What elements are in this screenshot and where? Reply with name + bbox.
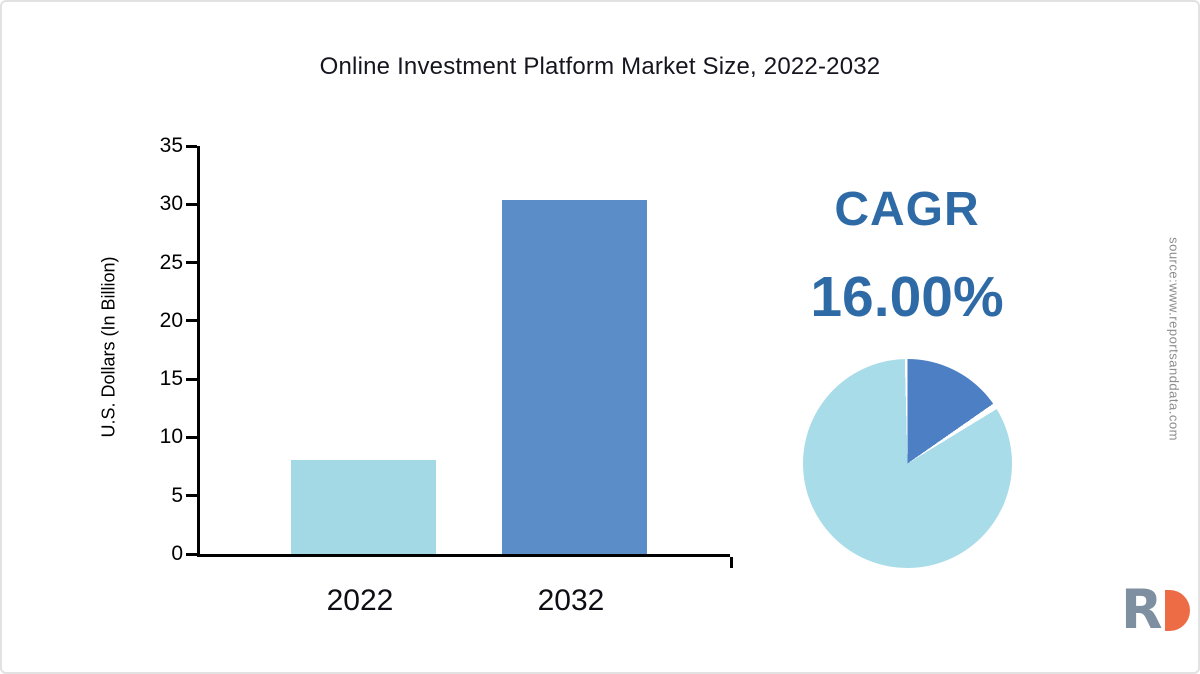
y-tick-label: 30 (159, 192, 183, 216)
cagr-value: 16.00% (810, 265, 1004, 329)
y-tick-label: 35 (159, 134, 183, 157)
bar-chart-plot-area (186, 144, 733, 568)
x-axis-category-labels: 2022 2032 (197, 584, 727, 624)
y-tick-mark (186, 144, 197, 148)
y-tick-label: 15 (159, 367, 183, 391)
x-category-label: 2022 (326, 584, 394, 617)
y-tick-label: 25 (159, 250, 183, 274)
y-tick-mark (186, 552, 197, 556)
cagr-label: CAGR (834, 183, 980, 236)
brand-logo: R (1121, 578, 1190, 641)
bar-2022 (290, 459, 436, 554)
y-tick-label: 20 (159, 308, 183, 332)
bar-2032 (501, 199, 647, 554)
y-tick-label: 0 (171, 542, 183, 565)
logo-letter-d-shape (1164, 589, 1190, 631)
source-attribution: source:www.reportsanddata.com (1166, 237, 1182, 441)
y-tick-label: 10 (159, 425, 183, 449)
y-tick-mark (186, 377, 197, 381)
x-axis-end-tick (730, 557, 733, 568)
x-category-label: 2032 (537, 584, 605, 617)
y-tick-mark (186, 494, 197, 498)
y-tick-label: 5 (171, 483, 183, 507)
y-axis-tick-labels: 0 5 10 15 20 25 30 35 (97, 134, 183, 565)
chart-title: Online Investment Platform Market Size, … (319, 53, 881, 80)
pie-chart (803, 359, 1012, 568)
y-tick-mark (186, 319, 197, 323)
logo-letter-r: R (1121, 578, 1163, 641)
y-tick-mark (186, 261, 197, 265)
y-tick-mark (186, 435, 197, 439)
y-tick-mark (186, 202, 197, 206)
